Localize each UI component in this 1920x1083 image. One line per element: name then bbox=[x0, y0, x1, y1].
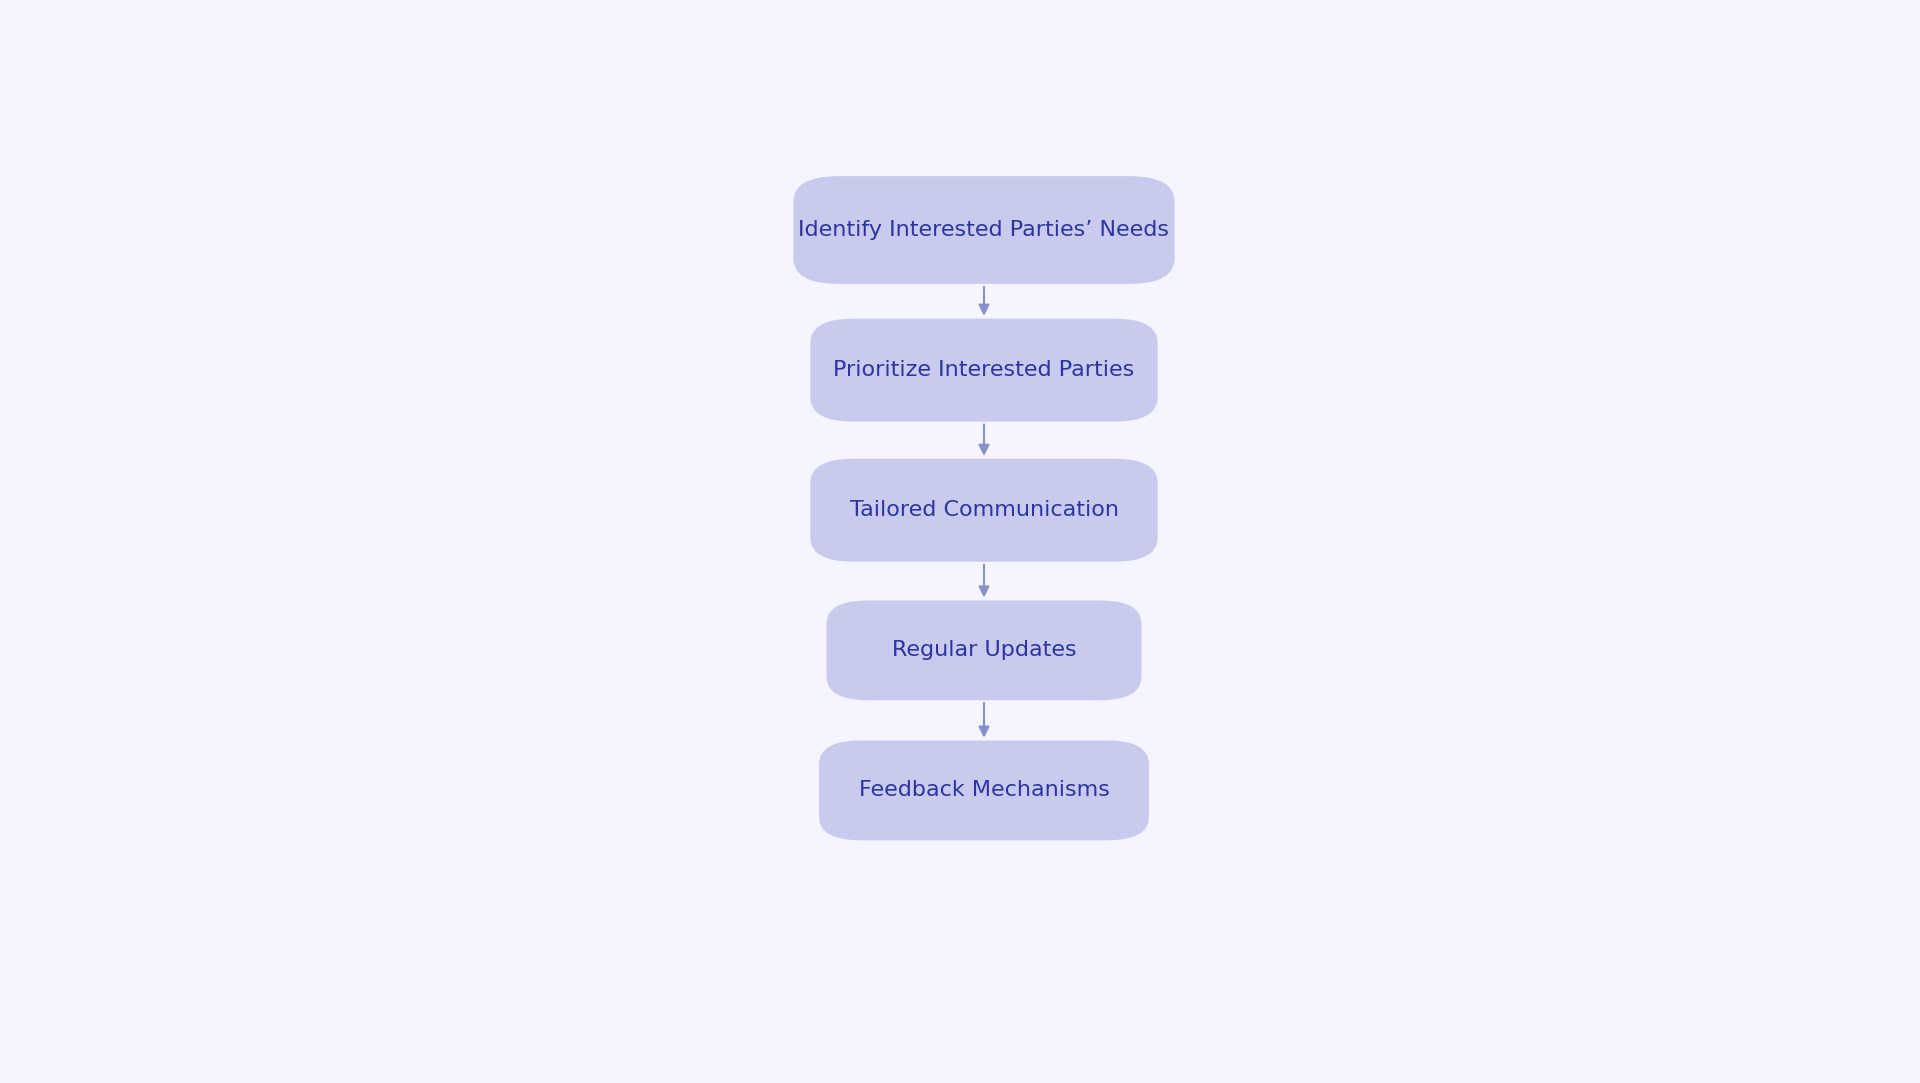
FancyBboxPatch shape bbox=[810, 318, 1158, 421]
FancyBboxPatch shape bbox=[826, 600, 1142, 701]
Text: Identify Interested Parties’ Needs: Identify Interested Parties’ Needs bbox=[799, 220, 1169, 240]
FancyBboxPatch shape bbox=[820, 741, 1148, 840]
FancyBboxPatch shape bbox=[793, 177, 1175, 284]
Text: Feedback Mechanisms: Feedback Mechanisms bbox=[858, 781, 1110, 800]
Text: Prioritize Interested Parties: Prioritize Interested Parties bbox=[833, 361, 1135, 380]
Text: Tailored Communication: Tailored Communication bbox=[849, 500, 1119, 520]
FancyBboxPatch shape bbox=[810, 459, 1158, 562]
Text: Regular Updates: Regular Updates bbox=[891, 640, 1077, 661]
